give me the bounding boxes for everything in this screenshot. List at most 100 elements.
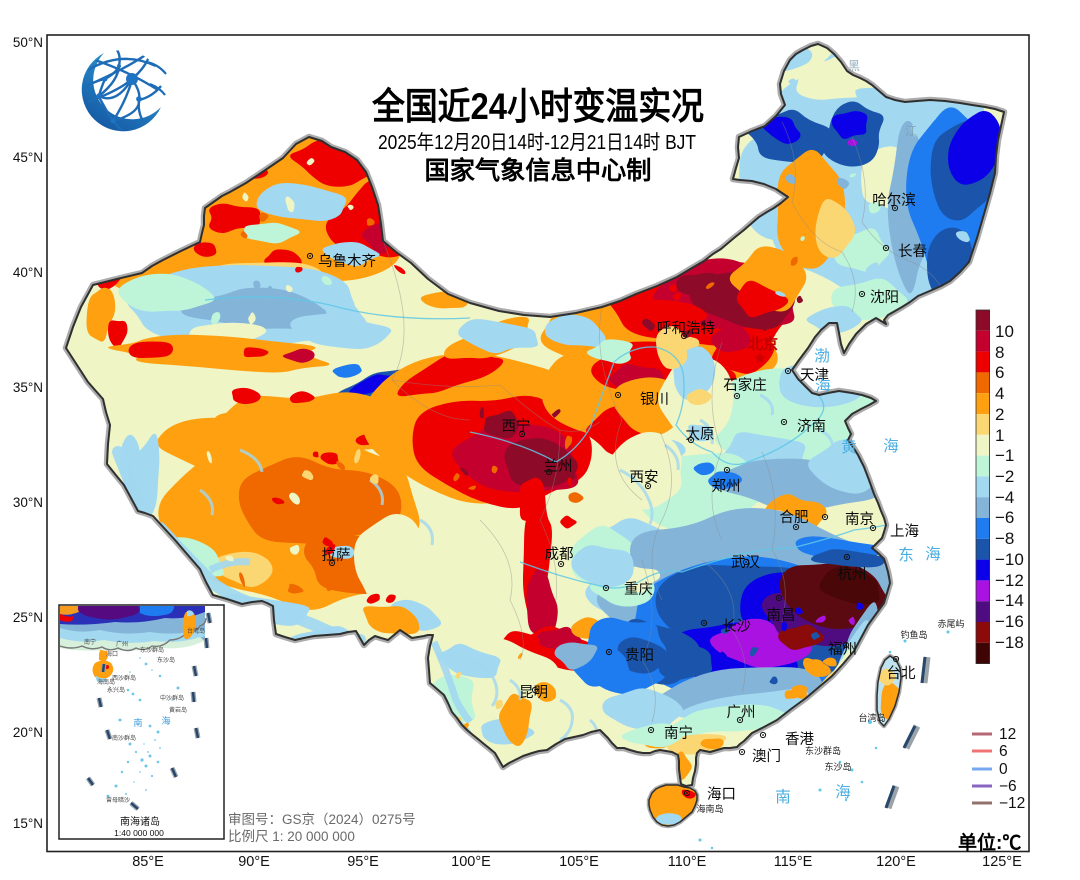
svg-text:台北: 台北: [887, 665, 916, 682]
svg-text:福州: 福州: [828, 641, 857, 658]
svg-text:25°N: 25°N: [13, 610, 43, 625]
svg-text:−14: −14: [995, 591, 1024, 610]
svg-text:太原: 太原: [686, 426, 715, 443]
svg-text:东沙岛: 东沙岛: [824, 761, 851, 772]
svg-text:兰州: 兰州: [544, 458, 573, 475]
svg-text:115°E: 115°E: [774, 854, 813, 870]
svg-text:−2: −2: [995, 467, 1014, 486]
svg-text:0: 0: [999, 761, 1008, 778]
svg-text:6: 6: [999, 743, 1008, 760]
svg-text:2025年12月20日14时-12月21日14时 BJT: 2025年12月20日14时-12月21日14时 BJT: [378, 131, 696, 154]
svg-text:南宁: 南宁: [84, 638, 96, 646]
svg-text:−10: −10: [995, 550, 1024, 569]
svg-text:江: 江: [905, 124, 917, 138]
svg-text:海: 海: [815, 377, 831, 395]
svg-text:−6: −6: [999, 778, 1017, 795]
svg-text:120°E: 120°E: [876, 854, 916, 870]
svg-text:贵阳: 贵阳: [625, 647, 654, 664]
svg-text:西宁: 西宁: [502, 418, 531, 435]
svg-text:海: 海: [835, 783, 851, 801]
svg-text:澳门: 澳门: [752, 748, 781, 765]
svg-text:拉萨: 拉萨: [322, 547, 351, 564]
svg-text:100°E: 100°E: [451, 854, 491, 870]
svg-text:黄: 黄: [841, 438, 857, 456]
svg-text:济南: 济南: [797, 418, 826, 435]
svg-text:香港: 香港: [785, 731, 814, 748]
svg-text:长春: 长春: [898, 243, 927, 260]
svg-text:90°E: 90°E: [238, 854, 270, 870]
svg-text:台湾岛: 台湾岛: [858, 712, 885, 723]
svg-text:石家庄: 石家庄: [723, 376, 767, 394]
svg-text:赤尾屿: 赤尾屿: [937, 619, 964, 629]
svg-text:昆明: 昆明: [519, 685, 548, 701]
svg-text:−8: −8: [995, 529, 1014, 548]
svg-text:海南岛: 海南岛: [696, 803, 723, 814]
svg-text:杭州: 杭州: [838, 566, 867, 583]
svg-text:南宁: 南宁: [664, 725, 693, 742]
svg-text:12: 12: [999, 726, 1016, 743]
svg-text:呼和浩特: 呼和浩特: [657, 320, 715, 337]
svg-text:南: 南: [775, 788, 791, 806]
svg-text:全国近24小时变温实况: 全国近24小时变温实况: [371, 85, 704, 127]
svg-text:黄岩岛: 黄岩岛: [169, 706, 187, 714]
svg-text:海: 海: [925, 545, 941, 563]
svg-text:2: 2: [995, 405, 1004, 424]
svg-text:审图号：GS京（2024）0275号: 审图号：GS京（2024）0275号: [228, 812, 416, 827]
svg-text:1:40 000 000: 1:40 000 000: [114, 828, 164, 838]
svg-text:45°N: 45°N: [13, 150, 43, 165]
svg-text:110°E: 110°E: [668, 854, 707, 870]
svg-text:东沙岛: 东沙岛: [157, 656, 175, 664]
svg-text:−1: −1: [995, 446, 1014, 465]
svg-text:合肥: 合肥: [780, 509, 809, 526]
svg-text:海: 海: [883, 437, 899, 455]
svg-text:−4: −4: [995, 488, 1014, 507]
svg-text:渤: 渤: [814, 347, 830, 365]
svg-text:10: 10: [995, 322, 1014, 341]
svg-text:85°E: 85°E: [132, 854, 164, 870]
svg-text:天津: 天津: [800, 367, 829, 384]
svg-text:−12: −12: [995, 571, 1024, 590]
svg-text:西沙群岛: 西沙群岛: [112, 674, 136, 682]
svg-text:南沙群岛: 南沙群岛: [112, 734, 136, 742]
svg-text:郑州: 郑州: [712, 478, 741, 495]
svg-text:银川: 银川: [640, 391, 669, 408]
svg-text:−18: −18: [995, 633, 1024, 652]
svg-text:曾母暗沙: 曾母暗沙: [106, 796, 130, 804]
svg-text:长沙: 长沙: [722, 618, 751, 635]
svg-text:40°N: 40°N: [13, 265, 43, 280]
svg-text:比例尺 1: 20 000 000: 比例尺 1: 20 000 000: [228, 829, 355, 844]
svg-text:−16: −16: [995, 612, 1024, 631]
svg-text:95°E: 95°E: [347, 854, 379, 870]
svg-text:单位:℃: 单位:℃: [958, 831, 1021, 854]
svg-text:东沙群岛: 东沙群岛: [805, 745, 841, 756]
svg-text:125°E: 125°E: [982, 854, 1022, 870]
svg-text:−12: −12: [999, 795, 1025, 812]
svg-text:钓鱼岛: 钓鱼岛: [900, 629, 927, 640]
svg-text:上海: 上海: [890, 523, 919, 540]
svg-text:海: 海: [161, 715, 170, 726]
svg-text:30°N: 30°N: [13, 495, 43, 510]
svg-text:乌鲁木齐: 乌鲁木齐: [318, 253, 376, 270]
svg-text:台湾岛: 台湾岛: [187, 627, 205, 635]
svg-text:4: 4: [995, 384, 1004, 403]
svg-text:黑: 黑: [848, 59, 860, 73]
svg-text:成都: 成都: [545, 546, 574, 563]
svg-text:海口: 海口: [707, 786, 736, 803]
svg-text:广州: 广州: [727, 704, 756, 721]
svg-text:35°N: 35°N: [13, 380, 43, 395]
svg-text:20°N: 20°N: [13, 725, 43, 740]
svg-text:广州: 广州: [116, 640, 128, 648]
svg-text:东: 东: [898, 546, 914, 564]
svg-text:105°E: 105°E: [559, 854, 599, 870]
svg-text:西安: 西安: [630, 469, 659, 486]
svg-text:沈阳: 沈阳: [870, 289, 899, 306]
svg-text:南昌: 南昌: [767, 607, 796, 624]
svg-text:8: 8: [995, 343, 1004, 362]
svg-text:中沙群岛: 中沙群岛: [160, 694, 184, 702]
svg-text:南京: 南京: [845, 511, 874, 528]
svg-text:国家气象信息中心制: 国家气象信息中心制: [425, 156, 652, 185]
svg-text:6: 6: [995, 363, 1004, 382]
svg-text:50°N: 50°N: [13, 35, 43, 50]
svg-text:海南岛: 海南岛: [97, 678, 115, 686]
svg-text:重庆: 重庆: [624, 581, 653, 598]
